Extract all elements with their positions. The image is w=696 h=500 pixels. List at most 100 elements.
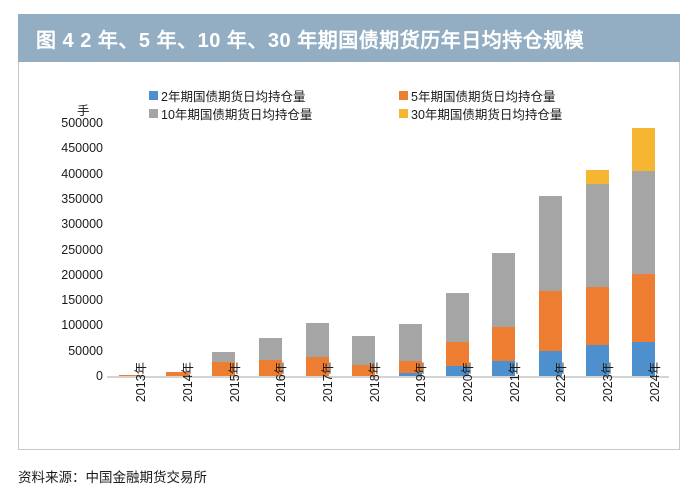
bar-column[interactable] bbox=[247, 123, 294, 376]
bar-stack bbox=[305, 323, 329, 376]
bar-segment bbox=[118, 375, 142, 376]
bar-stack bbox=[352, 335, 376, 376]
legend-item: 5年期国债期货日均持仓量 bbox=[399, 86, 649, 104]
bar-stack bbox=[258, 338, 282, 376]
bar-segment bbox=[352, 364, 376, 376]
x-axis-tick-label: 2024年 bbox=[647, 361, 662, 403]
legend-label: 5年期国债期货日均持仓量 bbox=[411, 89, 556, 104]
x-axis-cell: 2019年 bbox=[387, 362, 434, 442]
legend-label: 2年期国债期货日均持仓量 bbox=[161, 89, 306, 104]
bar-segment bbox=[212, 361, 236, 376]
legend-item: 10年期国债期货日均持仓量 bbox=[149, 104, 399, 122]
y-axis-tick-label: 200000 bbox=[61, 267, 103, 282]
bar-segment bbox=[492, 327, 516, 362]
bar-segment bbox=[445, 365, 469, 376]
bar-segment bbox=[305, 323, 329, 357]
x-axis-cell: 2023年 bbox=[574, 362, 621, 442]
source-note: 资料来源：中国金融期货交易所 bbox=[18, 470, 207, 485]
y-axis-tick-label: 450000 bbox=[61, 141, 103, 156]
bar-segment bbox=[632, 170, 656, 275]
page-title: 图 4 2 年、5 年、10 年、30 年期国债期货历年日均持仓规模 bbox=[36, 29, 585, 52]
y-axis-tick-label: 250000 bbox=[61, 242, 103, 257]
plot-wrapper: 500000 450000 400000 350000 300000 250000 2000… bbox=[19, 62, 681, 450]
bar-column[interactable] bbox=[527, 123, 574, 376]
bar-segment bbox=[212, 351, 236, 362]
x-axis-tick-label: 2019年 bbox=[414, 361, 429, 403]
x-axis-cell: 2024年 bbox=[620, 362, 667, 442]
bar-segment bbox=[632, 274, 656, 342]
bar-group bbox=[107, 123, 667, 376]
y-axis-tick-label: 50000 bbox=[68, 343, 103, 358]
bar-segment bbox=[585, 183, 609, 288]
x-axis: 2013年 2014年 2015年 2016年 2017年 2018年 2019年 2020年… bbox=[107, 362, 667, 442]
bar-segment bbox=[585, 287, 609, 345]
bar-segment bbox=[352, 335, 376, 365]
bar-segment bbox=[258, 359, 282, 376]
y-axis-tick-label: 100000 bbox=[61, 318, 103, 333]
bar-column[interactable] bbox=[294, 123, 341, 376]
bar-column[interactable] bbox=[434, 123, 481, 376]
bar-stack bbox=[398, 324, 422, 376]
x-axis-tick-label: 2021年 bbox=[507, 361, 522, 403]
bar-column[interactable] bbox=[340, 123, 387, 376]
bar-segment bbox=[538, 351, 562, 376]
bar-segment bbox=[632, 128, 656, 171]
bar-stack bbox=[585, 169, 609, 376]
bar-segment bbox=[538, 290, 562, 352]
x-axis-cell: 2021年 bbox=[480, 362, 527, 442]
bar-segment bbox=[538, 195, 562, 291]
x-axis-cell: 2017年 bbox=[294, 362, 341, 442]
x-axis-cell: 2015年 bbox=[200, 362, 247, 442]
x-axis-tick-label: 2013年 bbox=[134, 361, 149, 403]
bar-column[interactable] bbox=[107, 123, 154, 376]
bar-segment bbox=[258, 338, 282, 360]
bar-column[interactable] bbox=[387, 123, 434, 376]
bar-stack bbox=[492, 252, 516, 376]
axis-baseline bbox=[107, 376, 669, 378]
chart-panel: 2年期国债期货日均持仓量 5年期国债期货日均持仓量 10年期国债期货日均持仓量 30年… bbox=[18, 62, 680, 450]
x-axis-cell: 2014年 bbox=[154, 362, 201, 442]
chart-title-bar: 图 4 2 年、5 年、10 年、30 年期国债期货历年日均持仓规模 bbox=[18, 14, 680, 62]
bar-segment bbox=[305, 356, 329, 376]
legend-swatch-icon bbox=[149, 108, 158, 118]
x-axis-cell: 2016年 bbox=[247, 362, 294, 442]
bar-segment bbox=[398, 373, 422, 376]
y-axis-tick-label: 400000 bbox=[61, 166, 103, 181]
plot-area bbox=[107, 123, 667, 376]
bar-segment bbox=[398, 360, 422, 374]
bar-stack bbox=[632, 128, 656, 376]
x-axis-cell: 2020年 bbox=[434, 362, 481, 442]
legend-item: 30年期国债期货日均持仓量 bbox=[399, 104, 649, 122]
bar-segment bbox=[492, 252, 516, 328]
bar-stack bbox=[165, 372, 189, 376]
bar-column[interactable] bbox=[574, 123, 621, 376]
legend-swatch-icon bbox=[399, 108, 408, 118]
bar-segment bbox=[398, 324, 422, 361]
bar-column[interactable] bbox=[480, 123, 527, 376]
bar-column[interactable] bbox=[200, 123, 247, 376]
bar-column[interactable] bbox=[154, 123, 201, 376]
bar-stack bbox=[212, 351, 236, 376]
legend-swatch-icon bbox=[399, 90, 408, 100]
bar-segment bbox=[445, 342, 469, 366]
x-axis-tick-label: 2020年 bbox=[461, 361, 476, 403]
legend-swatch-icon bbox=[149, 90, 158, 100]
bar-segment bbox=[585, 169, 609, 184]
legend-label: 30年期国债期货日均持仓量 bbox=[411, 107, 563, 122]
x-axis-tick-label: 2023年 bbox=[601, 361, 616, 403]
y-axis-tick-label: 150000 bbox=[61, 293, 103, 308]
bar-stack bbox=[538, 195, 562, 376]
chart-legend: 2年期国债期货日均持仓量 5年期国债期货日均持仓量 10年期国债期货日均持仓量 30年… bbox=[149, 86, 649, 122]
bar-stack bbox=[445, 292, 469, 376]
x-axis-tick-label: 2018年 bbox=[367, 361, 382, 403]
legend-label: 10年期国债期货日均持仓量 bbox=[161, 107, 313, 122]
bar-segment bbox=[492, 361, 516, 376]
x-axis-cell: 2013年 bbox=[107, 362, 154, 442]
bar-segment bbox=[585, 344, 609, 376]
bar-segment bbox=[632, 341, 656, 376]
y-axis-tick-label: 500000 bbox=[61, 116, 103, 130]
bar-column[interactable] bbox=[620, 123, 667, 376]
bar-segment bbox=[445, 292, 469, 343]
y-axis-unit-label: 手 bbox=[77, 104, 90, 118]
